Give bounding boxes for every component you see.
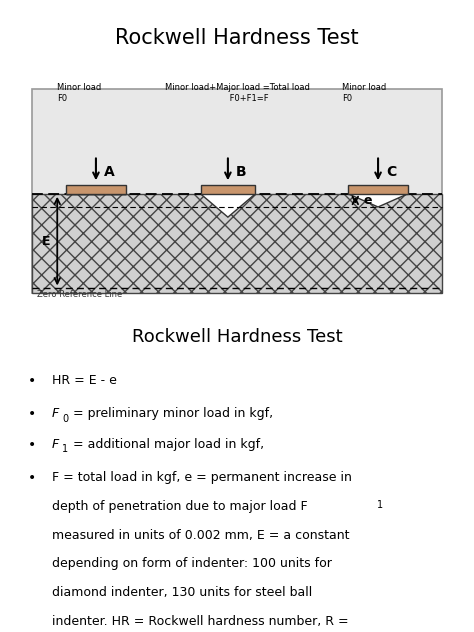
Text: depending on form of indenter: 100 units for: depending on form of indenter: 100 units… [52, 557, 332, 571]
Text: 1: 1 [376, 500, 383, 510]
Text: Minor load+Major load =Total load
         F0+F1=F: Minor load+Major load =Total load F0+F1=… [164, 83, 310, 103]
Text: •: • [28, 374, 36, 388]
Text: measured in units of 0.002 mm, E = a constant: measured in units of 0.002 mm, E = a con… [52, 528, 350, 542]
Text: = preliminary minor load in kgf,: = preliminary minor load in kgf, [69, 407, 273, 420]
Text: diamond indenter, 130 units for steel ball: diamond indenter, 130 units for steel ba… [52, 586, 312, 599]
Bar [66, 185, 126, 194]
Text: •: • [28, 471, 36, 485]
Text: Rockwell Hardness Test: Rockwell Hardness Test [115, 28, 359, 48]
Text: 0: 0 [62, 414, 68, 424]
Text: depth of penetration due to major load F: depth of penetration due to major load F [52, 500, 308, 513]
Text: 1: 1 [62, 444, 68, 454]
Text: F = total load in kgf, e = permanent increase in: F = total load in kgf, e = permanent inc… [52, 471, 352, 484]
Text: C: C [386, 164, 397, 178]
Text: = additional major load in kgf,: = additional major load in kgf, [69, 437, 264, 451]
Text: •: • [28, 437, 36, 452]
Polygon shape [201, 194, 255, 217]
Text: e: e [364, 194, 372, 207]
Text: Rockwell Hardness Test: Rockwell Hardness Test [132, 329, 342, 346]
Text: Zero Reference Line: Zero Reference Line [37, 290, 122, 299]
Bar [32, 194, 442, 293]
Text: B: B [236, 164, 246, 178]
Bar [32, 89, 442, 293]
Polygon shape [348, 194, 408, 207]
Text: F: F [52, 437, 59, 451]
Bar [348, 185, 408, 194]
Text: indenter. HR = Rockwell hardness number, R =: indenter. HR = Rockwell hardness number,… [52, 615, 349, 628]
Text: Minor load
F0: Minor load F0 [342, 83, 386, 103]
Text: Minor load
F0: Minor load F0 [57, 83, 101, 103]
Bar [201, 185, 255, 194]
Text: E: E [42, 234, 50, 248]
Text: •: • [28, 407, 36, 422]
Text: HR = E - e: HR = E - e [52, 374, 117, 387]
Text: F: F [52, 407, 59, 420]
Text: A: A [104, 164, 115, 178]
